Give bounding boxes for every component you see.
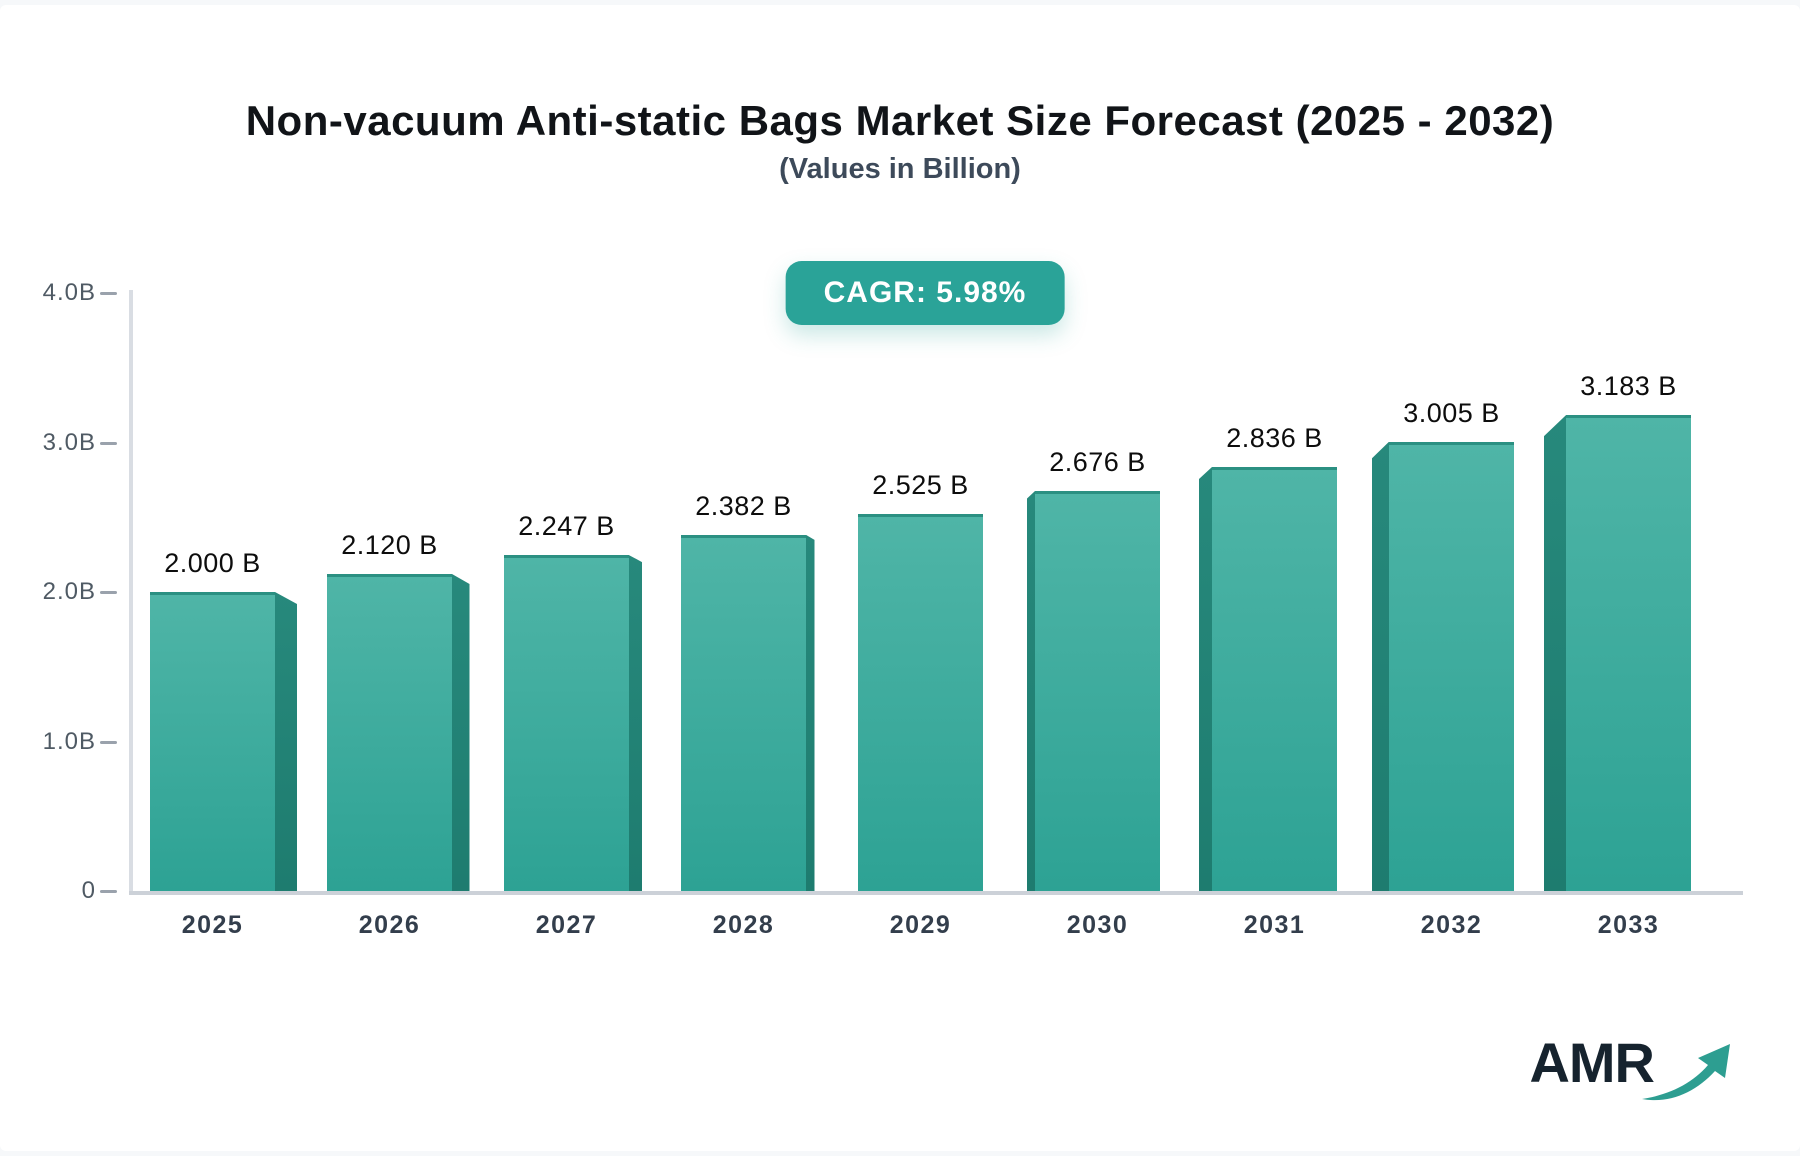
bar-side-face — [806, 534, 815, 891]
cagr-badge: CAGR: 5.98% — [785, 261, 1065, 325]
bar-value-label: 2.382 B — [695, 490, 792, 521]
bar-chart-plot-area: 4.0B 3.0B 2.0B 1.0B 0 2.000 B 2025 2.120 B 2026 2… — [0, 5, 1800, 1151]
x-axis-line — [129, 891, 1743, 895]
y-axis-tick-mark — [100, 292, 117, 295]
bar — [858, 513, 983, 891]
x-axis-label: 2030 — [1066, 911, 1129, 939]
bar — [1035, 490, 1160, 891]
x-axis-label: 2025 — [181, 911, 244, 939]
bar-side-face — [1026, 490, 1035, 891]
bar — [1212, 467, 1337, 891]
bar — [1389, 441, 1514, 891]
bar-value-label: 2.000 B — [164, 548, 261, 578]
y-axis-line — [129, 290, 133, 895]
y-axis-tick-label: 0 — [81, 877, 96, 904]
y-axis-tick-label: 2.0B — [42, 578, 96, 605]
bar-value-label: 2.676 B — [1049, 446, 1146, 477]
y-axis-tick-mark — [100, 890, 117, 893]
x-axis-label: 2031 — [1243, 911, 1306, 939]
x-axis-label: 2032 — [1420, 911, 1483, 939]
bar-value-label: 2.525 B — [872, 469, 969, 500]
bar — [1566, 415, 1691, 891]
x-axis-label: 2027 — [535, 911, 598, 939]
bar-value-label: 3.005 B — [1403, 397, 1500, 428]
chart-subtitle: (Values in Billion) — [779, 153, 1021, 185]
x-axis-label: 2028 — [712, 911, 775, 939]
bar-side-face — [1544, 415, 1566, 891]
bar-value-label: 2.836 B — [1226, 423, 1323, 454]
y-axis-tick-label: 1.0B — [42, 727, 96, 755]
x-axis-label: 2029 — [889, 911, 952, 939]
y-axis-tick-label: 4.0B — [42, 279, 96, 306]
bar — [681, 534, 806, 891]
bar-side-face — [275, 592, 297, 891]
bar-value-label: 3.183 B — [1580, 371, 1677, 402]
bar — [504, 555, 629, 891]
bar — [150, 592, 275, 891]
bar-side-face — [1199, 467, 1212, 891]
x-axis-label: 2033 — [1597, 911, 1660, 939]
amr-logo: AMR — [1529, 1035, 1742, 1111]
y-axis-tick-mark — [100, 740, 117, 744]
bar-value-label: 2.247 B — [518, 511, 615, 542]
chart-card: Non-vacuum Anti-static Bags Market Size … — [0, 5, 1800, 1151]
y-axis-tick-label: 3.0B — [42, 428, 96, 456]
x-axis-label: 2026 — [358, 911, 421, 939]
amr-logo-text: AMR — [1529, 1031, 1655, 1094]
bar-side-face — [629, 555, 642, 891]
bar — [327, 574, 452, 891]
y-axis-tick-mark — [100, 441, 117, 445]
bar-value-label: 2.120 B — [341, 530, 438, 561]
bar-side-face — [1371, 441, 1389, 891]
chart-title: Non-vacuum Anti-static Bags Market Size … — [245, 97, 1555, 144]
bar-side-face — [452, 574, 470, 891]
y-axis-tick-mark — [100, 591, 117, 594]
growth-arrow-icon — [1642, 1044, 1730, 1101]
